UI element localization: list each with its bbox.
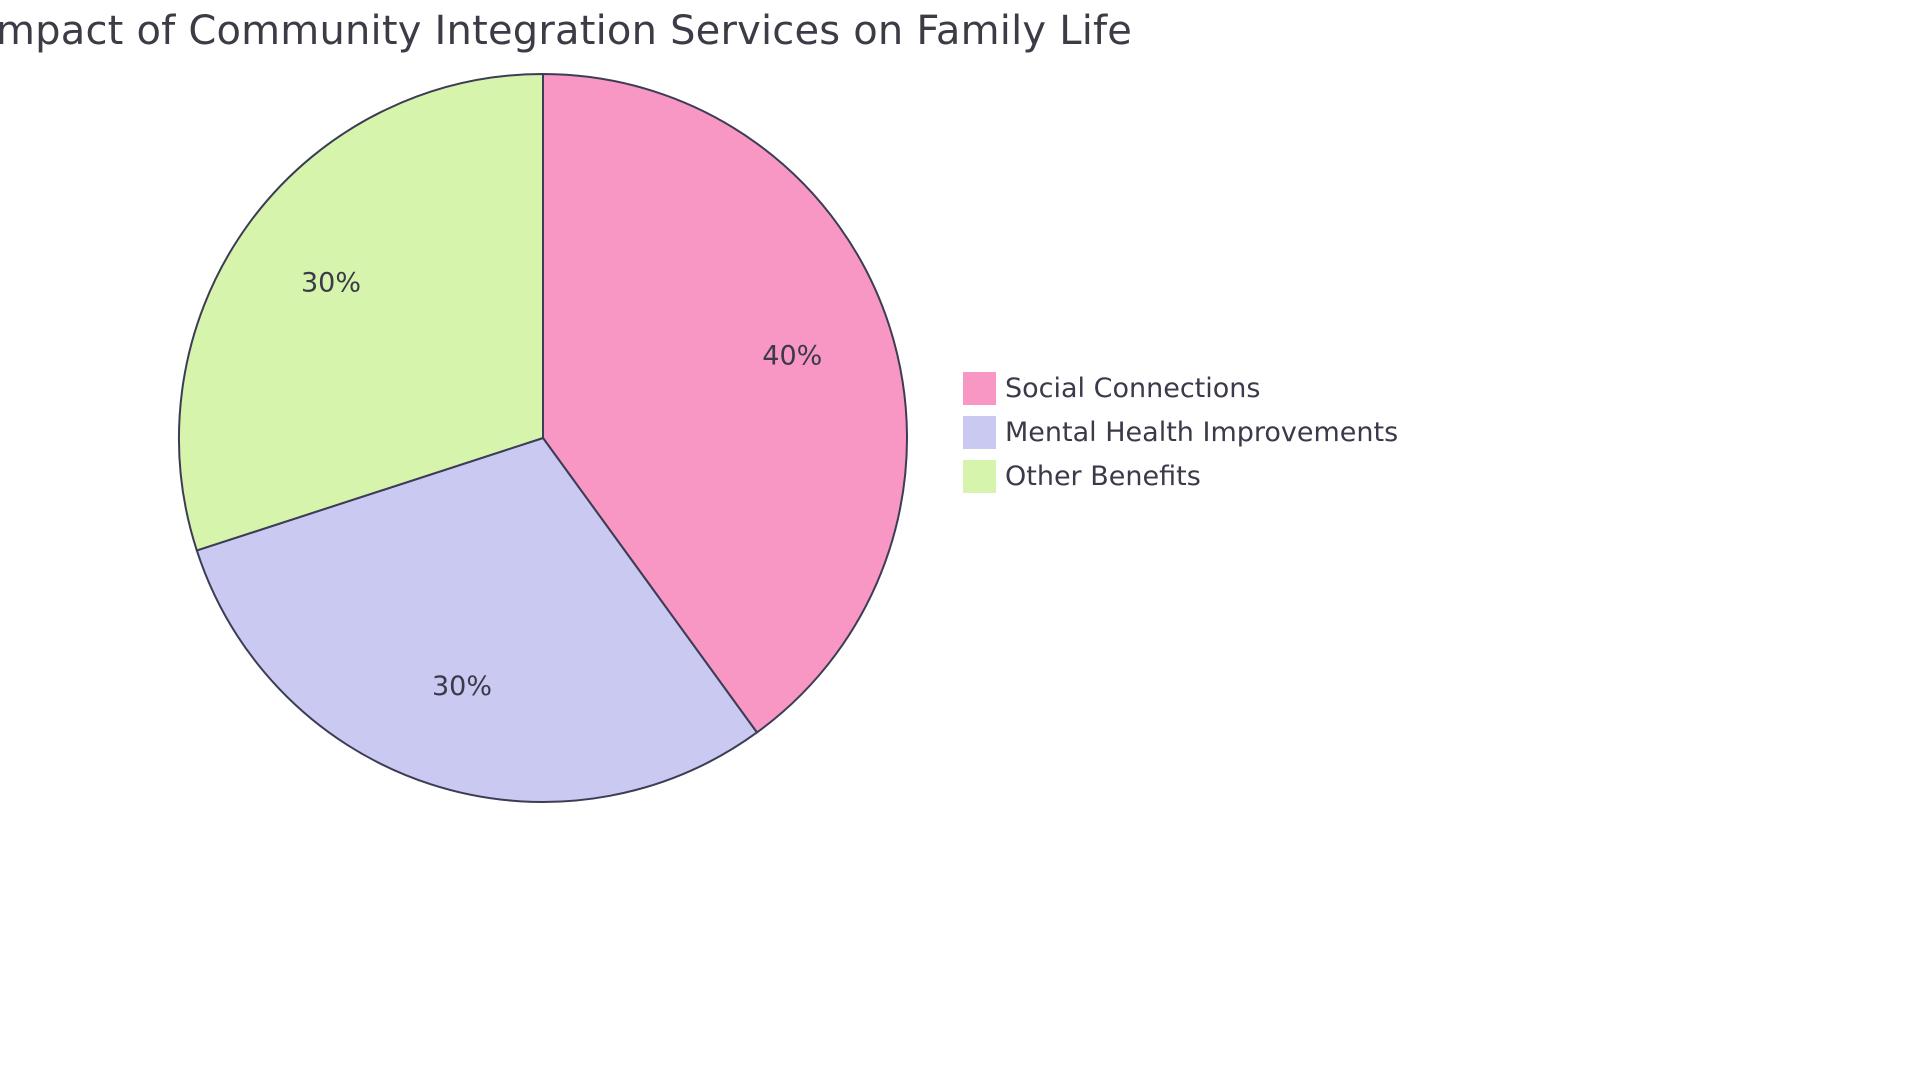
slice-percentage-label: 40%: [762, 341, 822, 372]
legend-label: Social Connections: [1005, 373, 1261, 404]
pie-slice-social-connections: [542, 73, 908, 734]
legend-swatch: [963, 460, 996, 493]
pie-slice-other-benefits: [178, 73, 544, 552]
legend-item-social-connections: Social Connections: [963, 372, 1398, 405]
legend-swatch: [963, 416, 996, 449]
legend-label: Mental Health Improvements: [1005, 417, 1399, 448]
slice-percentage-label: 30%: [301, 268, 361, 299]
legend-item-other-benefits: Other Benefits: [963, 460, 1398, 493]
legend-item-mental-health-improvements: Mental Health Improvements: [963, 416, 1398, 449]
legend-swatch: [963, 372, 996, 405]
chart-title: Impact of Community Integration Services…: [0, 8, 1133, 54]
slice-percentage-label: 30%: [432, 671, 492, 702]
legend: Social Connections Mental Health Improvem…: [963, 372, 1398, 493]
legend-label: Other Benefits: [1005, 461, 1201, 492]
pie-slice-mental-health-improvements: [195, 437, 758, 803]
